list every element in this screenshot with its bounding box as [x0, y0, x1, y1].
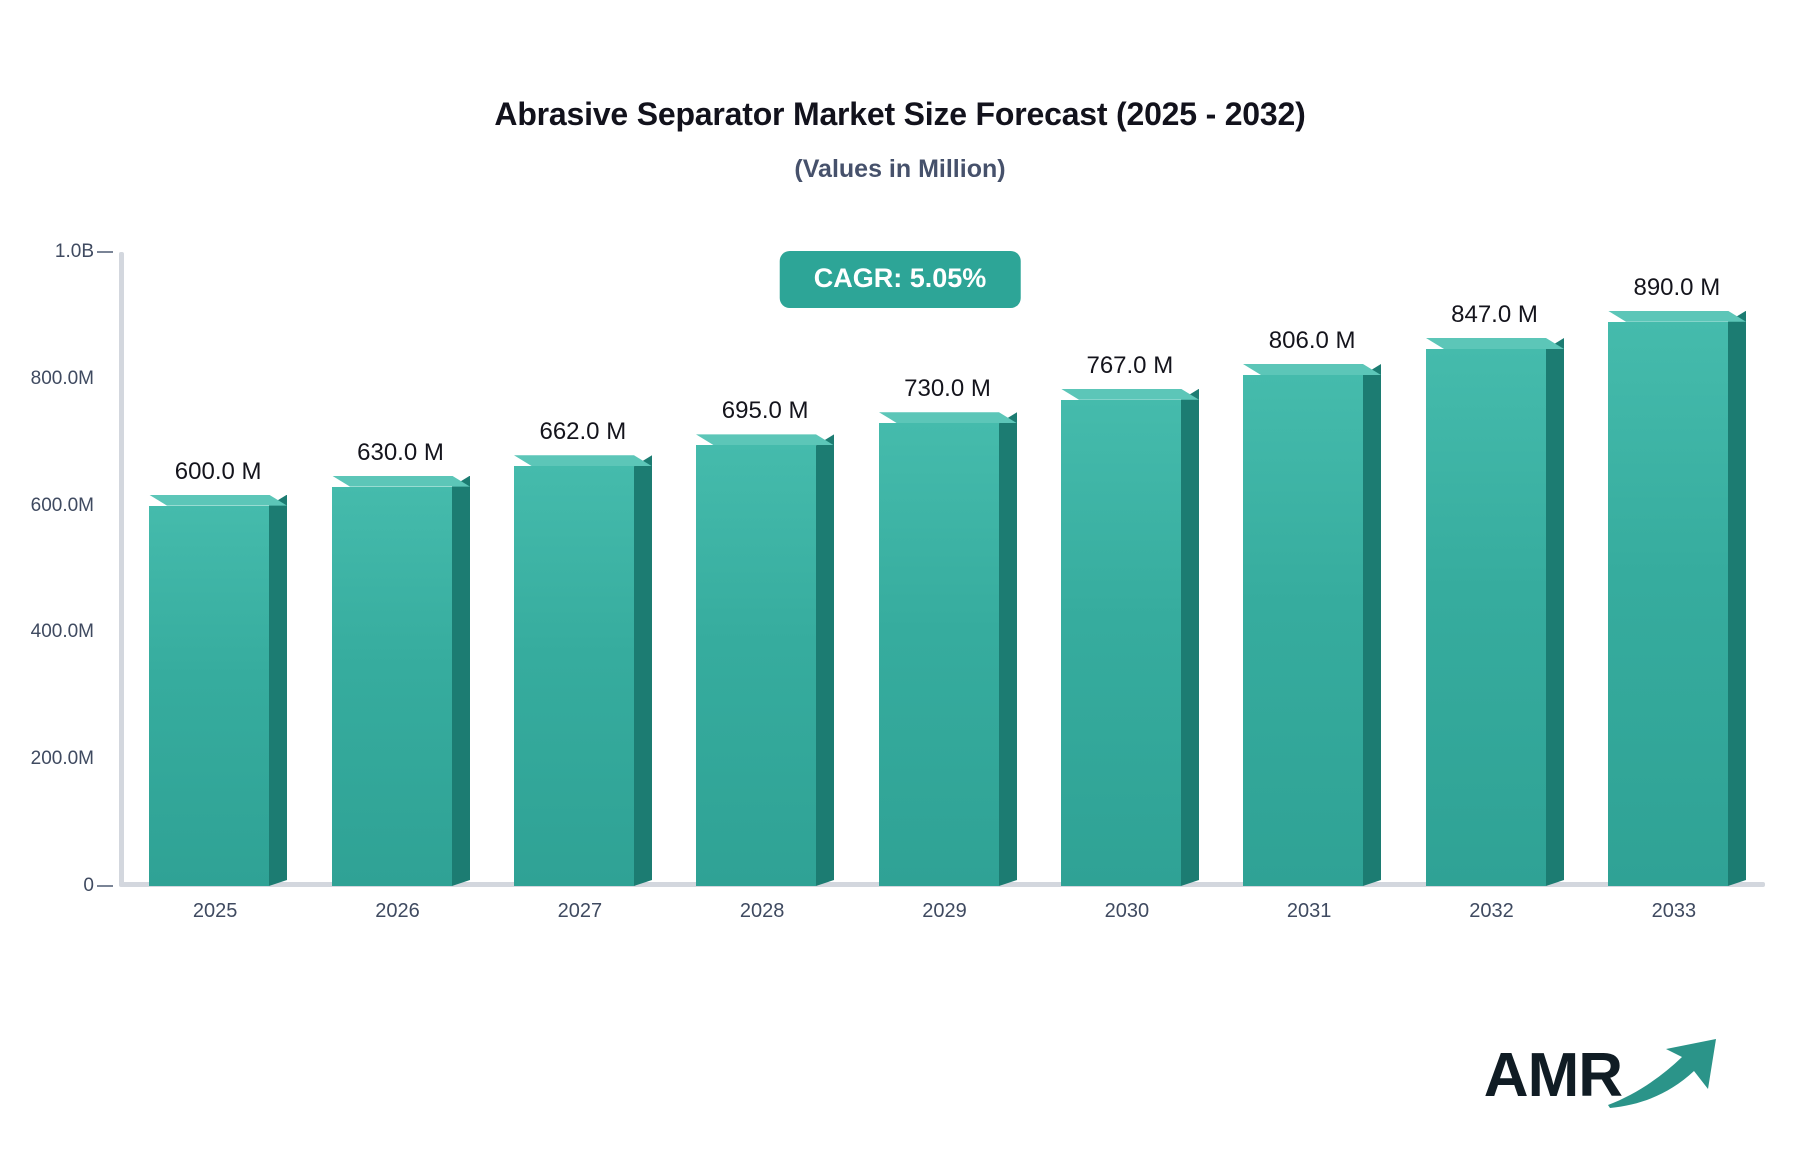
bar-front-face [1426, 349, 1546, 886]
bar-value-label: 847.0 M [1451, 301, 1538, 328]
bar-side-face [1363, 364, 1381, 886]
page-title: Abrasive Separator Market Size Forecast … [494, 96, 1306, 132]
bar-top-face [514, 455, 652, 467]
bar-front-face [1243, 375, 1363, 886]
amr-logo-text: AMR [1483, 1041, 1623, 1110]
y-axis-tick-label: 400.0M [30, 621, 94, 643]
x-axis-tick-label-2031: 2031 [1286, 900, 1332, 922]
bar-top-face [696, 434, 834, 446]
y-axis-tick-label: 1.0B [54, 241, 94, 262]
amr-logo: AMR [1484, 1036, 1724, 1116]
y-axis-tick-label: 200.0M [30, 748, 94, 770]
bar-value-label: 600.0 M [174, 457, 262, 485]
bar-value-label: 806.0 M [1268, 326, 1356, 354]
arrow-up-right-icon [1604, 1035, 1724, 1114]
y-axis-tick-mark [97, 885, 113, 887]
y-axis-line [119, 252, 124, 886]
bar-side-face [1546, 338, 1564, 886]
y-axis-tick-label: 800.0M [30, 367, 94, 389]
bar-top-face [1426, 338, 1564, 350]
bar-value-label: 730.0 M [904, 375, 991, 403]
chart-header: Abrasive Separator Market Size Forecast … [0, 0, 1800, 184]
x-axis-tick-label-2030: 2030 [1104, 900, 1150, 922]
x-axis-tick-label-2028: 2028 [739, 900, 785, 922]
bar-side-face [816, 434, 834, 886]
x-axis-tick-label-2029: 2029 [922, 900, 967, 922]
cagr-badge: CAGR: 5.05% [779, 251, 1021, 308]
bar-value-label: 695.0 M [721, 397, 809, 425]
bar-value-label: 767.0 M [1086, 351, 1174, 379]
x-axis-tick-label-2025: 2025 [192, 900, 238, 922]
bar-2033[interactable] [1608, 310, 1746, 886]
bar-2029[interactable] [879, 412, 1017, 886]
y-axis-tick-mark [97, 251, 113, 253]
bar-front-face [332, 486, 452, 886]
bar-2032[interactable] [1426, 338, 1564, 886]
bar-side-face [999, 412, 1017, 886]
bar-2025[interactable] [149, 494, 287, 886]
bar-front-face [1608, 321, 1728, 886]
y-axis-tick-label: 600.0M [30, 494, 94, 516]
x-axis-tick-label-2026: 2026 [375, 900, 420, 922]
bar-top-face [1061, 388, 1199, 400]
bar-front-face [1061, 399, 1181, 886]
bar-2026[interactable] [332, 475, 470, 886]
bar-front-face [514, 466, 634, 886]
y-axis-tick-label: 0 [83, 875, 94, 896]
bar-top-face [1608, 310, 1746, 322]
bar-front-face [696, 445, 816, 886]
bar-2027[interactable] [514, 455, 652, 886]
bar-value-label: 662.0 M [539, 418, 627, 446]
x-axis-tick-label-2032: 2032 [1469, 900, 1514, 922]
bar-2028[interactable] [696, 434, 834, 886]
bar-side-face [1181, 389, 1199, 886]
bar-top-face [332, 475, 470, 487]
bar-side-face [634, 455, 652, 886]
bar-value-label: 890.0 M [1633, 273, 1721, 301]
bar-side-face [1728, 311, 1746, 886]
bar-top-face [879, 412, 1017, 424]
bar-2031[interactable] [1243, 364, 1381, 886]
x-axis-tick-label-2027: 2027 [557, 900, 603, 922]
chart-subtitle: (Values in Million) [794, 155, 1006, 183]
bar-side-face [269, 495, 287, 886]
x-axis-tick-label-2033: 2033 [1651, 900, 1697, 922]
bar-front-face [149, 505, 269, 886]
chart-plot-area: 1.0B 800.0M 600.0M 400.0M 200.0M 0 600.0 M 630… [30, 241, 1765, 922]
bar-2030[interactable] [1061, 388, 1199, 886]
bar-side-face [452, 476, 470, 886]
bar-value-label: 630.0 M [357, 438, 444, 466]
bar-top-face [149, 494, 287, 506]
bar-front-face [879, 423, 999, 886]
bar-top-face [1243, 364, 1381, 375]
